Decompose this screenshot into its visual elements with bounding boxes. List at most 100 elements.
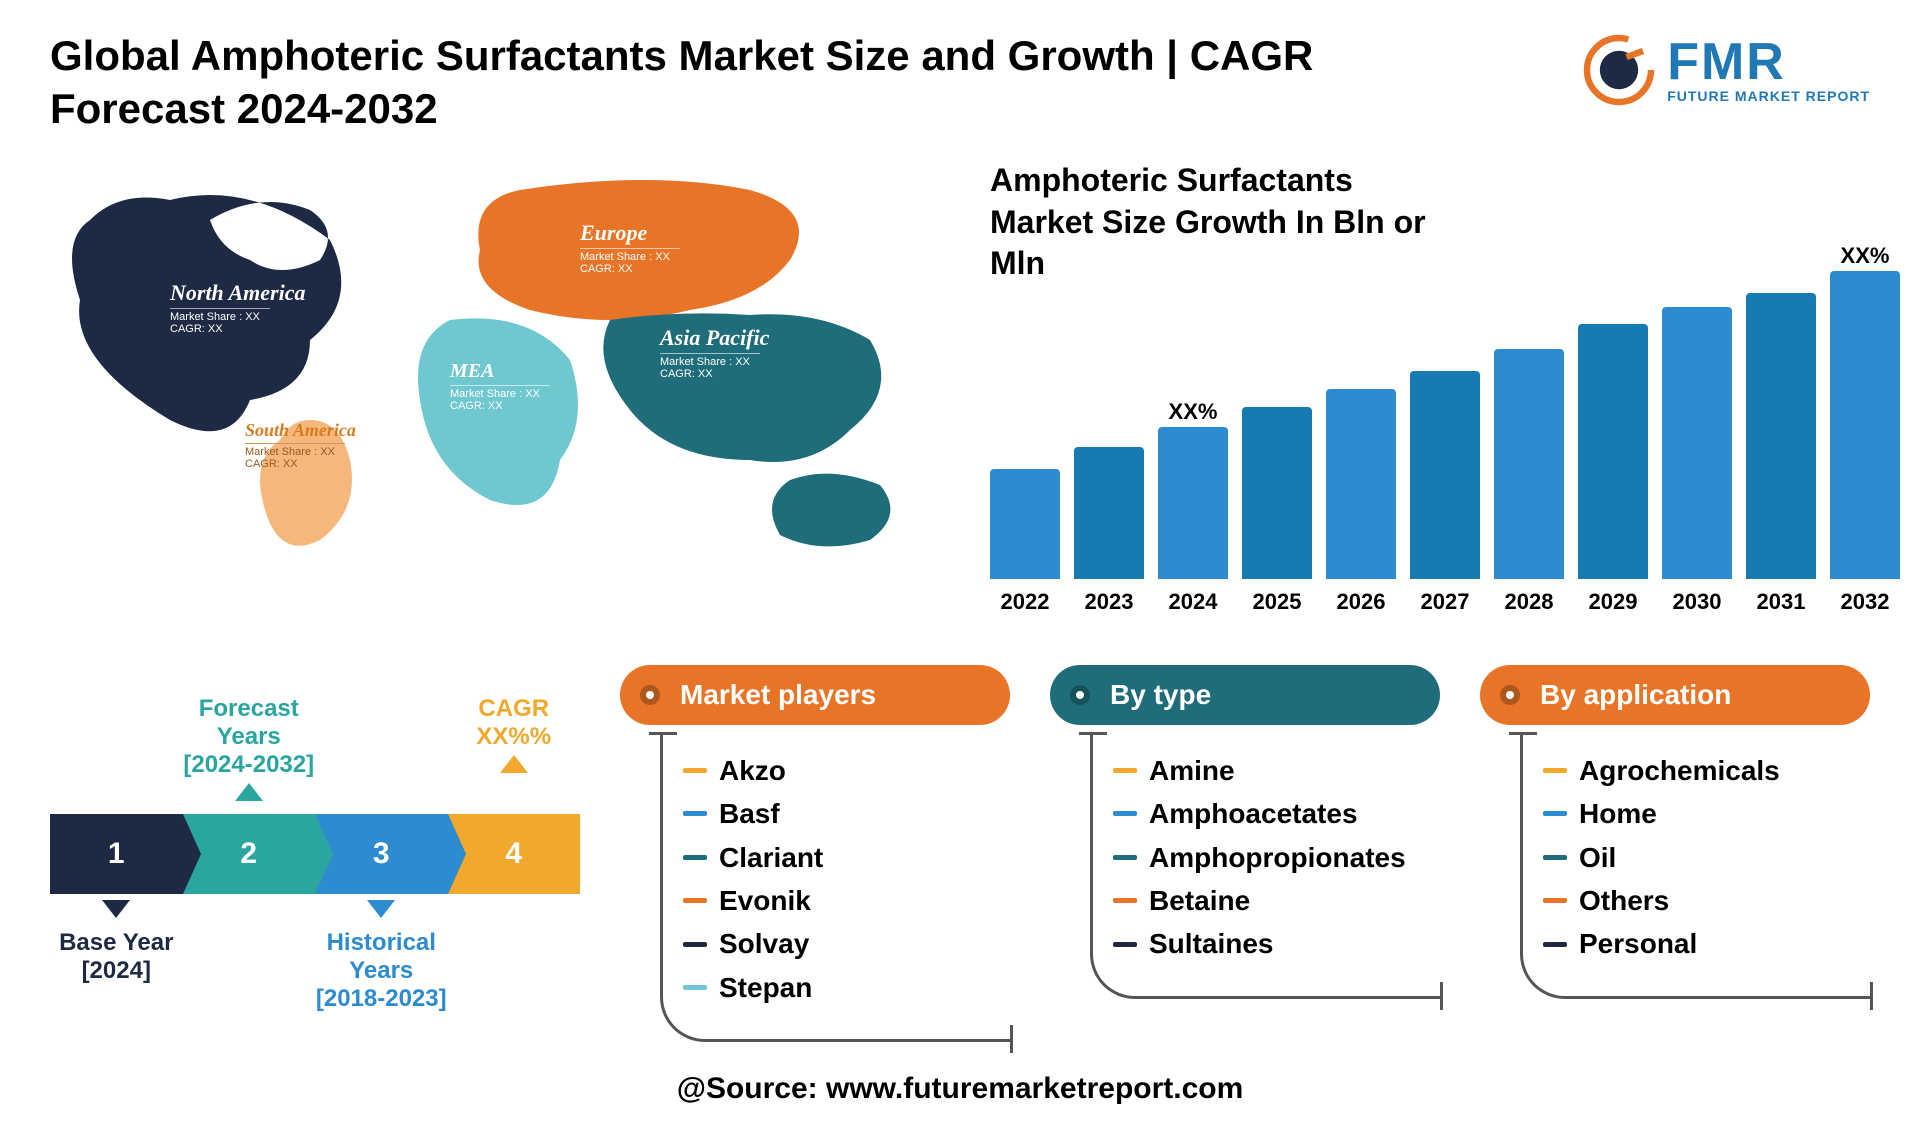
bar-year-label: 2029 (1589, 589, 1638, 615)
spyglass-globe-icon (1579, 30, 1659, 110)
bar (1662, 307, 1732, 579)
list-item: Solvay (683, 922, 1010, 965)
region-name: South America (245, 420, 356, 441)
list-item: Others (1543, 879, 1870, 922)
bar (1242, 407, 1312, 579)
bar (1158, 427, 1228, 579)
page-title: Global Amphoteric Surfactants Market Siz… (50, 30, 1450, 135)
bar (1746, 293, 1816, 579)
caret-up-icon (500, 755, 528, 773)
dash-icon (683, 855, 707, 860)
timeline-step-1: 1 (50, 814, 183, 894)
cagr-label: CAGR XX%% (448, 695, 581, 808)
list-item-label: Personal (1579, 922, 1697, 965)
dash-icon (1543, 942, 1567, 947)
bar-2030: 2030 (1662, 307, 1732, 615)
timeline-step-2: 2 (183, 814, 316, 894)
list-item: Amine (1113, 749, 1440, 792)
list-item-label: Oil (1579, 836, 1616, 879)
bar-year-label: 2022 (1001, 589, 1050, 615)
list-item-label: Evonik (719, 879, 811, 922)
list-item-label: Others (1579, 879, 1669, 922)
list-item: Basf (683, 792, 1010, 835)
bar-year-label: 2025 (1253, 589, 1302, 615)
list-item: Agrochemicals (1543, 749, 1870, 792)
bar-year-label: 2027 (1421, 589, 1470, 615)
bar-year-label: 2032 (1841, 589, 1890, 615)
timeline-step-3: 3 (315, 814, 448, 894)
bar (1830, 271, 1900, 579)
logo-subtitle: FUTURE MARKET REPORT (1667, 88, 1870, 104)
dot-icon (640, 685, 660, 705)
growth-bar-chart: Amphoteric Surfactants Market Size Growt… (990, 160, 1900, 615)
dash-icon (1113, 855, 1137, 860)
list-item: Sultaines (1113, 922, 1440, 965)
list-item-label: Sultaines (1149, 922, 1273, 965)
list-item: Betaine (1113, 879, 1440, 922)
bar-2026: 2026 (1326, 389, 1396, 615)
bar (1578, 324, 1648, 579)
logo-brand: FMR (1667, 36, 1870, 88)
dot-icon (1070, 685, 1090, 705)
list-item-label: Amphopropionates (1149, 836, 1406, 879)
pill-header: By application (1480, 665, 1870, 725)
forecast-years-label: Forecast Years [2024-2032] (183, 695, 316, 808)
pill-header: By type (1050, 665, 1440, 725)
world-map: North America Market Share : XXCAGR: XX … (50, 160, 950, 560)
list-item: Evonik (683, 879, 1010, 922)
pill-title: By type (1110, 679, 1211, 711)
list-item-label: Clariant (719, 836, 823, 879)
bar-year-label: 2031 (1757, 589, 1806, 615)
region-name: Europe (580, 220, 680, 246)
region-name: North America (170, 280, 305, 306)
base-year-label: Base Year [2024] (50, 900, 183, 1013)
list-item: Home (1543, 792, 1870, 835)
bar-year-label: 2026 (1337, 589, 1386, 615)
list-item: Amphopropionates (1113, 836, 1440, 879)
callout-2024: XX% (1169, 399, 1218, 425)
bar-2025: 2025 (1242, 407, 1312, 615)
pill-title: Market players (680, 679, 876, 711)
list-item: Oil (1543, 836, 1870, 879)
callout-2032: XX% (1841, 243, 1890, 269)
dash-icon (683, 942, 707, 947)
logo: FMR FUTURE MARKET REPORT (1579, 30, 1870, 110)
region-europe: Europe Market Share : XXCAGR: XX (580, 220, 680, 275)
header: Global Amphoteric Surfactants Market Siz… (50, 30, 1870, 135)
region-asia-pacific: Asia Pacific Market Share : XXCAGR: XX (660, 325, 769, 380)
bar-2023: 2023 (1074, 447, 1144, 615)
bar-2032: 2032XX% (1830, 271, 1900, 615)
bar (1074, 447, 1144, 579)
bar-2031: 2031 (1746, 293, 1816, 615)
list-item-label: Akzo (719, 749, 786, 792)
caret-down-icon (102, 900, 130, 918)
list-item: Amphoacetates (1113, 792, 1440, 835)
historical-years-label: Historical Years [2018-2023] (315, 900, 448, 1013)
dash-icon (1113, 898, 1137, 903)
source-attribution: @Source: www.futuremarketreport.com (50, 1072, 1870, 1106)
section-by-type: By type AmineAmphoacetatesAmphopropionat… (1050, 665, 1440, 999)
section-market-players: Market players AkzoBasfClariantEvonikSol… (620, 665, 1010, 1042)
chart-title: Amphoteric Surfactants Market Size Growt… (990, 160, 1450, 285)
timeline-step-4: 4 (448, 814, 581, 894)
region-name: MEA (450, 360, 550, 383)
dash-icon (683, 811, 707, 816)
list-item-label: Stepan (719, 966, 812, 1009)
list-item-label: Agrochemicals (1579, 749, 1780, 792)
list-item: Personal (1543, 922, 1870, 965)
list-item: Clariant (683, 836, 1010, 879)
bar (1326, 389, 1396, 579)
bar-year-label: 2028 (1505, 589, 1554, 615)
dash-icon (683, 768, 707, 773)
bar-year-label: 2024 (1169, 589, 1218, 615)
dash-icon (1543, 768, 1567, 773)
bar-2029: 2029 (1578, 324, 1648, 615)
dash-icon (683, 985, 707, 990)
section-by-application: By application AgrochemicalsHomeOilOther… (1480, 665, 1870, 999)
dash-icon (1543, 855, 1567, 860)
pill-title: By application (1540, 679, 1731, 711)
list-item: Akzo (683, 749, 1010, 792)
dash-icon (1543, 811, 1567, 816)
list-item-label: Betaine (1149, 879, 1250, 922)
bar-2022: 2022 (990, 469, 1060, 615)
